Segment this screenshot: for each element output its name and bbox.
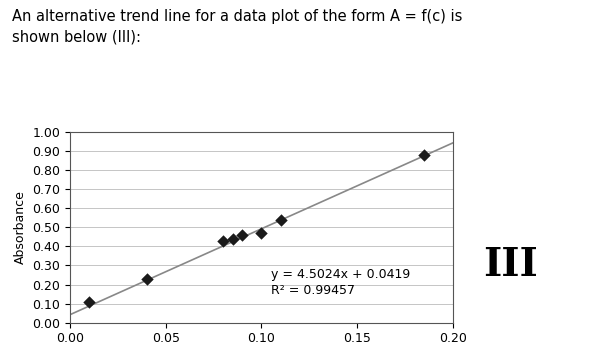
Y-axis label: Absorbance: Absorbance bbox=[13, 191, 27, 264]
Point bbox=[420, 152, 429, 158]
Text: An alternative trend line for a data plot of the form A = f(c) is
shown below (I: An alternative trend line for a data plo… bbox=[12, 9, 463, 45]
Text: y = 4.5024x + 0.0419: y = 4.5024x + 0.0419 bbox=[271, 268, 410, 281]
Text: R² = 0.99457: R² = 0.99457 bbox=[271, 284, 355, 297]
Point bbox=[218, 238, 228, 244]
Point bbox=[84, 299, 94, 305]
Point bbox=[237, 232, 247, 238]
Text: III: III bbox=[483, 246, 538, 285]
Point bbox=[275, 217, 286, 222]
Point bbox=[228, 236, 238, 242]
Point bbox=[142, 276, 151, 282]
Point bbox=[257, 230, 266, 236]
